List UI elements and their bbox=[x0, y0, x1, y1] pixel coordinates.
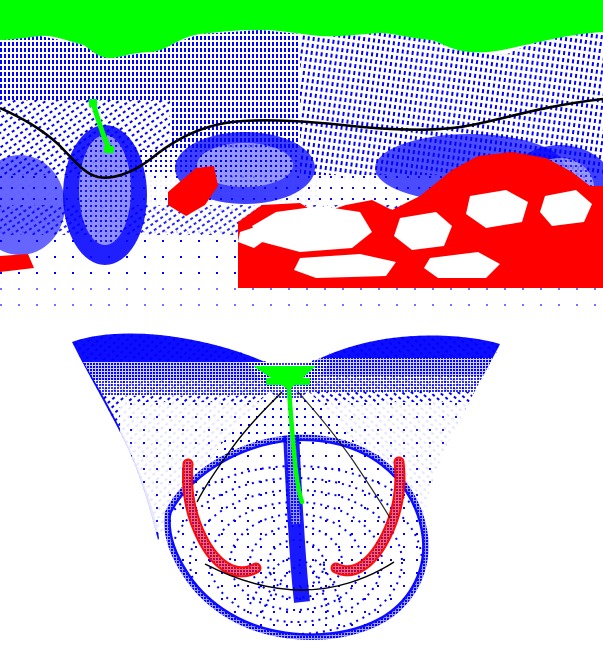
upper-panel bbox=[0, 0, 603, 308]
black-contour-right bbox=[297, 391, 391, 519]
green-trajectory-end-marker bbox=[104, 146, 114, 153]
green-saddle-ledge bbox=[266, 378, 310, 385]
red-arc-right-stipple bbox=[332, 458, 404, 575]
lower-panel bbox=[0, 312, 603, 645]
black-contour-upper bbox=[196, 391, 283, 503]
black-separatrix-curve bbox=[0, 97, 603, 179]
bowl-ripples bbox=[249, 557, 343, 613]
green-band bbox=[0, 0, 603, 58]
red-basin-region bbox=[0, 152, 603, 288]
lower-panel-plot bbox=[0, 312, 603, 645]
green-trajectory bbox=[90, 100, 113, 154]
black-contour-lower bbox=[204, 561, 395, 591]
green-trajectory-start-marker bbox=[89, 99, 97, 107]
red-left-sliver bbox=[0, 254, 34, 272]
red-arc-left-stipple bbox=[184, 460, 260, 576]
green-center-line bbox=[286, 387, 305, 505]
upper-panel-plot bbox=[0, 0, 603, 308]
